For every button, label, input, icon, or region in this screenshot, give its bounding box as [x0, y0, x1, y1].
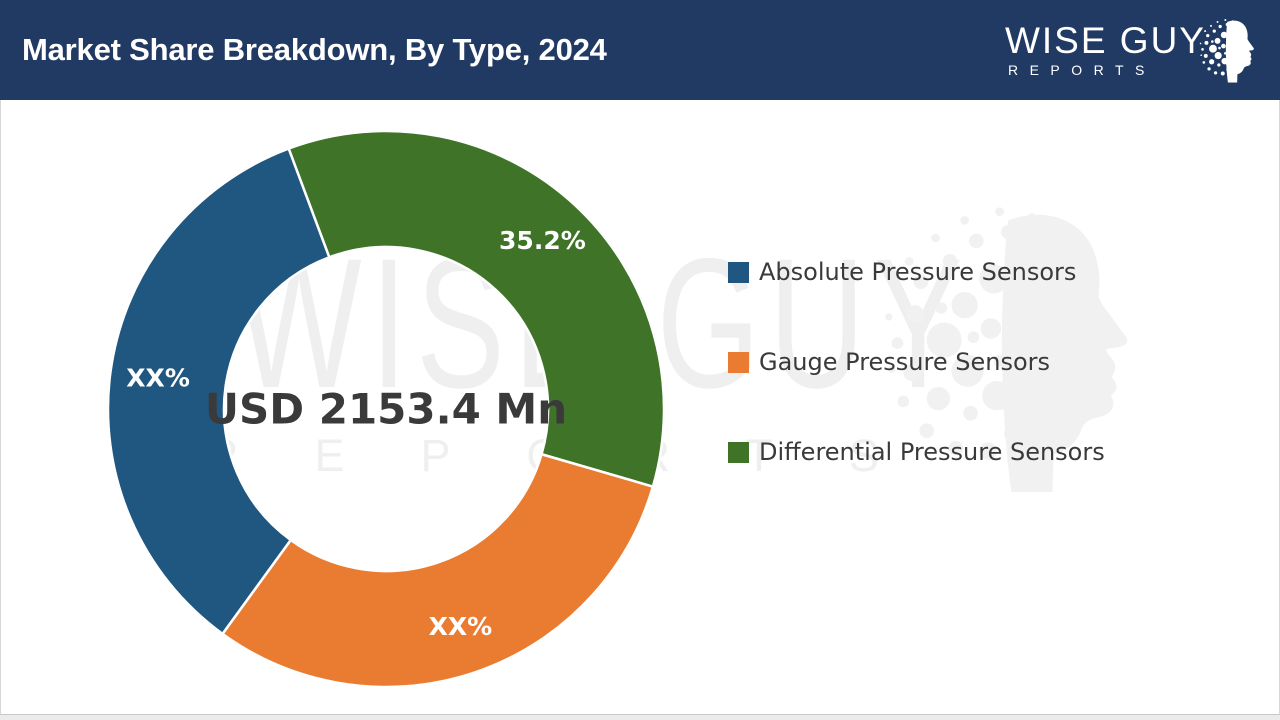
legend-label: Gauge Pressure Sensors: [759, 348, 1051, 376]
legend-item-absolute-pressure-sensors: Absolute Pressure Sensors: [728, 258, 1105, 286]
chart-area: WISE GUY REPORTS 35.2%XX%XX% USD 2153.4 …: [0, 100, 1280, 714]
legend-label: Differential Pressure Sensors: [759, 438, 1105, 466]
legend-item-differential-pressure-sensors: Differential Pressure Sensors: [728, 438, 1105, 466]
donut-segment-label-1: XX%: [429, 612, 493, 641]
donut-center-value: USD 2153.4 Mn: [205, 385, 567, 434]
donut-segment-label-2: XX%: [126, 363, 190, 392]
bottom-border: [0, 714, 1280, 720]
donut-segment-0: [287, 129, 666, 488]
donut-segment-2: [106, 147, 331, 636]
legend-label: Absolute Pressure Sensors: [759, 258, 1077, 286]
page-title: Market Share Breakdown, By Type, 2024: [22, 32, 607, 67]
logo-text: WISE GUY REPORTS: [1005, 22, 1206, 78]
donut-segment-labels: 35.2% XX% XX%: [126, 226, 585, 641]
donut-segment-label-0: 35.2%: [499, 226, 586, 255]
legend-swatch-blue: [728, 261, 749, 283]
donut-segment-1: [221, 453, 655, 689]
wiseguy-logo: WISE GUY REPORTS: [1005, 7, 1258, 93]
wiseguy-face-icon: [1196, 7, 1258, 93]
legend: Absolute Pressure Sensors Gauge Pressure…: [728, 258, 1105, 530]
legend-swatch-orange: [728, 351, 749, 373]
logo-wordmark: WISE GUY: [1004, 20, 1206, 61]
donut-chart: 35.2% XX% XX% USD 2153.4 Mn: [1, 100, 771, 714]
legend-item-gauge-pressure-sensors: Gauge Pressure Sensors: [728, 348, 1105, 376]
header-bar: Market Share Breakdown, By Type, 2024 WI…: [0, 0, 1280, 100]
legend-swatch-green: [728, 441, 749, 463]
donut-segments: [106, 129, 666, 689]
logo-subtitle: REPORTS: [1007, 62, 1156, 78]
